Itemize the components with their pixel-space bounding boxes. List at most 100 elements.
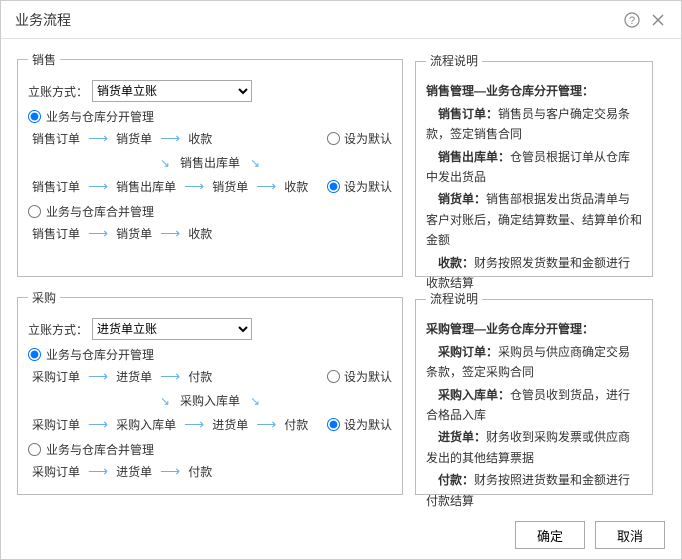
arrow-icon: ⟶ [88, 368, 108, 385]
set-default-radio[interactable] [327, 370, 340, 383]
purchase-mid-branch: ↘ 采购入库单 ↘ [28, 390, 392, 411]
sale-default2[interactable]: 设为默认 [327, 178, 392, 195]
sale-merge-radio[interactable] [28, 205, 41, 218]
sale-method-select[interactable]: 销货单立账 [92, 80, 252, 102]
sale-fieldset: 销售 立账方式： 销货单立账 业务与仓库分开管理 销售订单 ⟶ 销货单 ⟶ [17, 51, 403, 277]
set-default-label: 设为默认 [344, 178, 392, 195]
help-icon[interactable]: ? [623, 11, 641, 29]
purchase-method-select[interactable]: 进货单立账 [92, 318, 252, 340]
set-default-label: 设为默认 [344, 368, 392, 385]
purchase-flow2: 采购订单 ⟶ 采购入库单 ⟶ 进货单 ⟶ 付款 设为默认 [28, 414, 392, 435]
sale-help-title: 销售管理—业务仓库分开管理： [426, 81, 642, 101]
arrow-icon: ⟶ [88, 225, 108, 242]
help-term: 销货单： [438, 192, 486, 206]
help-line: 销货单：销售部根据发出货品清单与客户对账后，确定结算数量、结算单价和金额 [426, 189, 642, 250]
arrow-icon: ⟶ [160, 463, 180, 480]
purchase-separate-radio[interactable] [28, 348, 41, 361]
svg-text:?: ? [629, 15, 635, 27]
flow-node: 进货单 [112, 366, 156, 387]
right-column: 流程说明 销售管理—业务仓库分开管理： 销售订单：销售员与客户确定交易条款，签定… [415, 51, 653, 495]
help-line: 销售订单：销售员与客户确定交易条款，签定销售合同 [426, 104, 642, 145]
sale-method-row: 立账方式： 销货单立账 [28, 80, 392, 102]
arrow-icon: ⟶ [160, 225, 180, 242]
sale-separate-radio-row[interactable]: 业务与仓库分开管理 [28, 108, 392, 125]
help-term: 销售出库单： [438, 150, 510, 164]
flow-node: 采购入库单 [176, 390, 244, 411]
sale-default1[interactable]: 设为默认 [327, 130, 392, 147]
flow-node: 销售出库单 [112, 176, 180, 197]
set-default-radio[interactable] [327, 418, 340, 431]
sale-separate-radio[interactable] [28, 110, 41, 123]
arrow-icon: ⟶ [256, 178, 276, 195]
sale-help-fieldset: 流程说明 销售管理—业务仓库分开管理： 销售订单：销售员与客户确定交易条款，签定… [415, 51, 653, 277]
purchase-default1[interactable]: 设为默认 [327, 368, 392, 385]
help-line: 销售出库单：仓管员根据订单从仓库中发出货品 [426, 147, 642, 188]
set-default-radio[interactable] [327, 132, 340, 145]
sale-help-legend: 流程说明 [426, 51, 482, 71]
purchase-separate-radio-row[interactable]: 业务与仓库分开管理 [28, 346, 392, 363]
sale-flow2: 销售订单 ⟶ 销售出库单 ⟶ 销货单 ⟶ 收款 设为默认 [28, 176, 392, 197]
dialog-header: 业务流程 ? [1, 1, 681, 39]
help-line: 收款：财务按照发货数量和金额进行收款结算 [426, 253, 642, 294]
sale-mid-branch: ↘ 销售出库单 ↘ [28, 152, 392, 173]
arrow-icon: ⟶ [160, 130, 180, 147]
sale-merge-radio-row[interactable]: 业务与仓库合并管理 [28, 203, 392, 220]
flow-node: 收款 [184, 128, 216, 149]
arrow-icon: ⟶ [88, 463, 108, 480]
flow-node: 付款 [184, 461, 216, 482]
arrow-down-icon: ↘ [160, 394, 170, 408]
dialog-title: 业务流程 [15, 10, 615, 30]
flow-node: 销售订单 [28, 176, 84, 197]
purchase-help-title: 采购管理—业务仓库分开管理： [426, 319, 642, 339]
dialog-body: 销售 立账方式： 销货单立账 业务与仓库分开管理 销售订单 ⟶ 销货单 ⟶ [1, 39, 681, 495]
help-line: 进货单：财务收到采购发票或供应商发出的其他结算票据 [426, 427, 642, 468]
purchase-merge-radio[interactable] [28, 443, 41, 456]
set-default-label: 设为默认 [344, 130, 392, 147]
purchase-separate-label: 业务与仓库分开管理 [46, 346, 154, 363]
set-default-radio[interactable] [327, 180, 340, 193]
flow-node: 采购订单 [28, 366, 84, 387]
sale-flow3: 销售订单 ⟶ 销货单 ⟶ 收款 [28, 223, 392, 244]
help-line: 付款：财务按照进货数量和金额进行付款结算 [426, 470, 642, 511]
flow-node: 销售订单 [28, 223, 84, 244]
purchase-legend: 采购 [28, 289, 60, 306]
arrow-down-icon: ↘ [160, 156, 170, 170]
purchase-method-row: 立账方式： 进货单立账 [28, 318, 392, 340]
help-line: 采购订单：采购员与供应商确定交易条款，签定采购合同 [426, 342, 642, 383]
arrow-icon: ⟶ [160, 368, 180, 385]
sale-merge-label: 业务与仓库合并管理 [46, 203, 154, 220]
purchase-flow1: 采购订单 ⟶ 进货单 ⟶ 付款 设为默认 [28, 366, 392, 387]
help-line: 采购入库单：仓管员收到货品，进行合格品入库 [426, 385, 642, 426]
flow-node: 收款 [184, 223, 216, 244]
arrow-down-icon: ↘ [250, 156, 260, 170]
flow-node: 销货单 [112, 128, 156, 149]
set-default-label: 设为默认 [344, 416, 392, 433]
help-term: 收款： [438, 256, 474, 270]
arrow-down-icon: ↘ [250, 394, 260, 408]
cancel-button[interactable]: 取消 [595, 521, 665, 549]
purchase-default2[interactable]: 设为默认 [327, 416, 392, 433]
dialog-footer: 确定 取消 [515, 521, 665, 549]
sale-flow1: 销售订单 ⟶ 销货单 ⟶ 收款 设为默认 [28, 128, 392, 149]
arrow-icon: ⟶ [88, 130, 108, 147]
close-icon[interactable] [649, 11, 667, 29]
flow-node: 采购订单 [28, 461, 84, 482]
help-term: 采购入库单： [438, 388, 510, 402]
arrow-icon: ⟶ [256, 416, 276, 433]
purchase-flow3: 采购订单 ⟶ 进货单 ⟶ 付款 [28, 461, 392, 482]
help-term: 采购订单： [438, 345, 498, 359]
flow-node: 销售订单 [28, 128, 84, 149]
flow-node: 收款 [280, 176, 312, 197]
purchase-help-fieldset: 流程说明 采购管理—业务仓库分开管理： 采购订单：采购员与供应商确定交易条款，签… [415, 289, 653, 495]
flow-node: 销售出库单 [176, 152, 244, 173]
flow-node: 销货单 [208, 176, 252, 197]
flow-node: 采购订单 [28, 414, 84, 435]
flow-node: 付款 [280, 414, 312, 435]
ok-button[interactable]: 确定 [515, 521, 585, 549]
sale-legend: 销售 [28, 51, 60, 68]
arrow-icon: ⟶ [184, 416, 204, 433]
arrow-icon: ⟶ [184, 178, 204, 195]
help-term: 销售订单： [438, 107, 498, 121]
purchase-merge-label: 业务与仓库合并管理 [46, 441, 154, 458]
purchase-merge-radio-row[interactable]: 业务与仓库合并管理 [28, 441, 392, 458]
